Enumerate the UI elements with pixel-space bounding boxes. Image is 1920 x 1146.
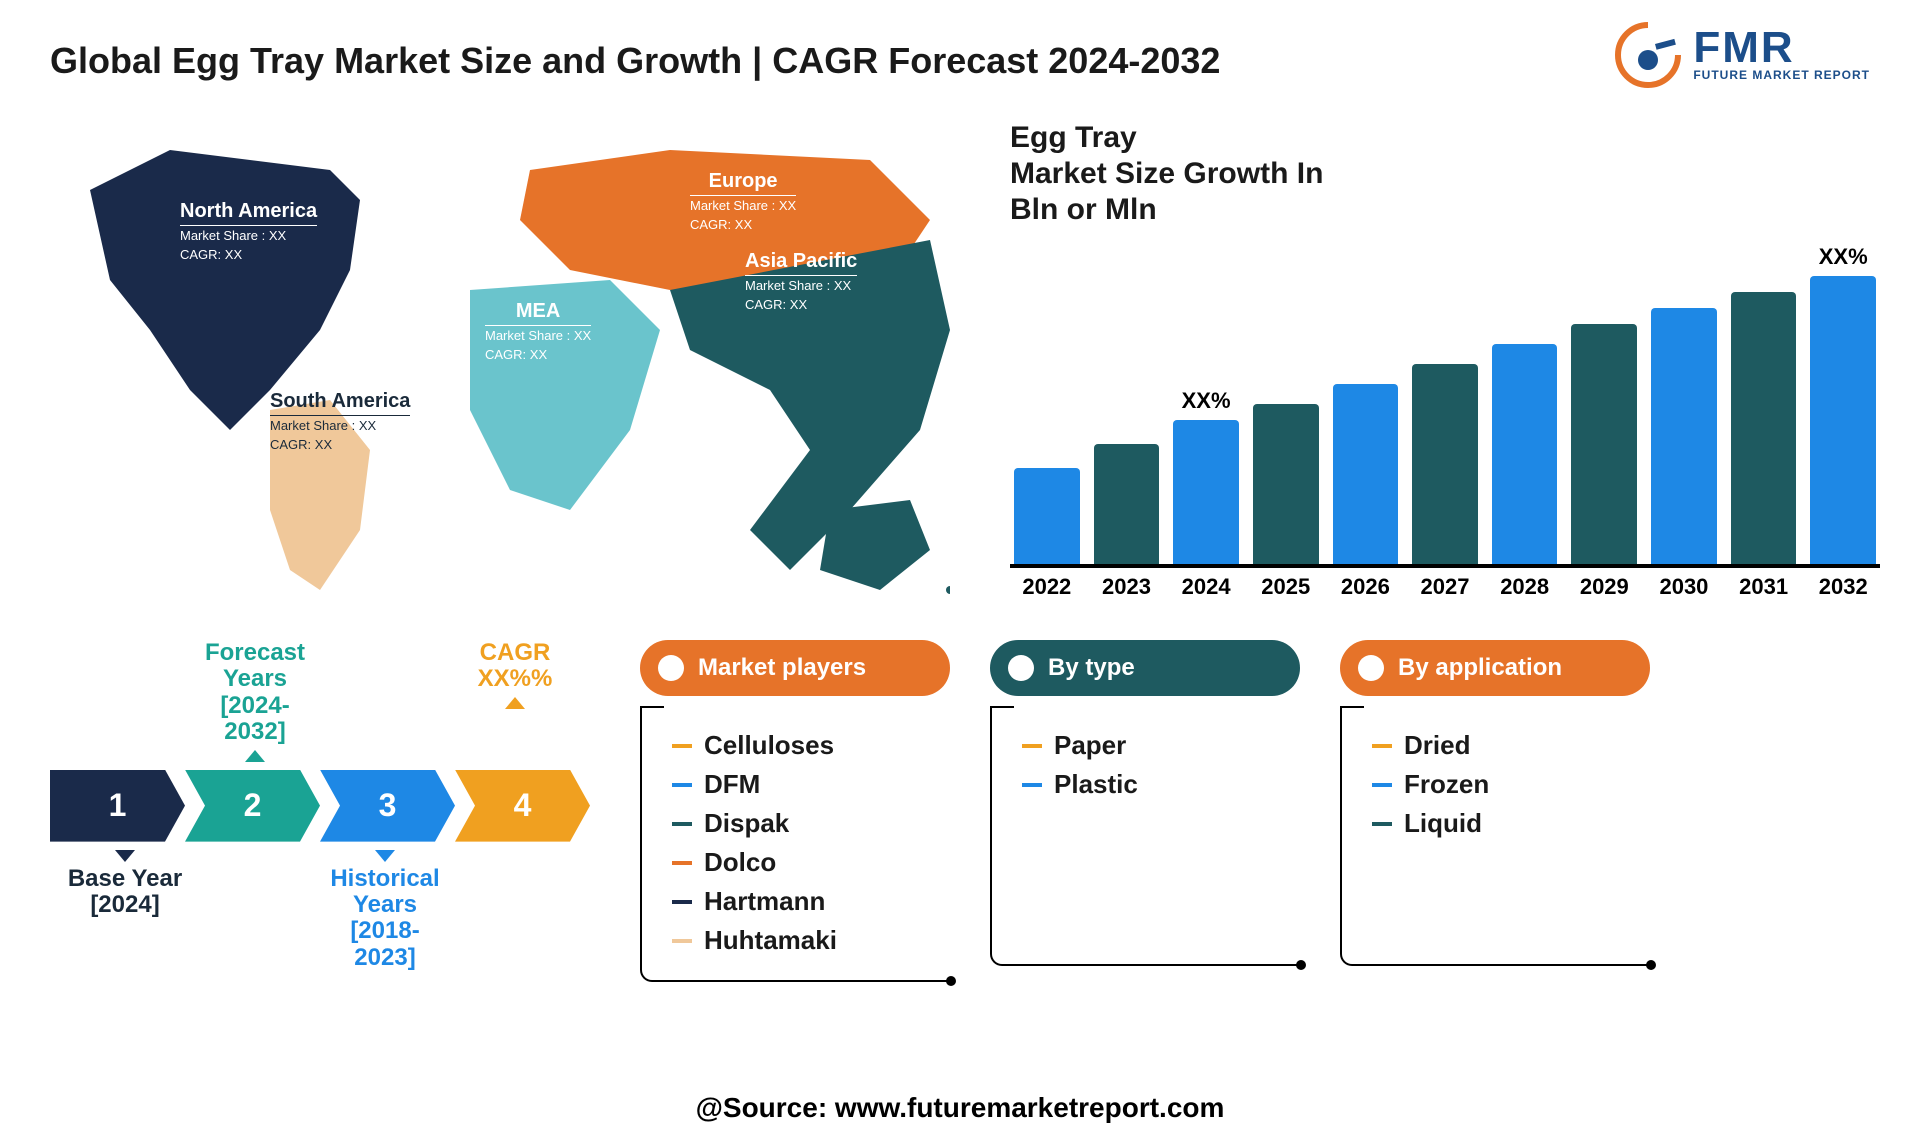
x-label-2029: 2029 [1571,574,1637,600]
list-item: Celluloses [672,726,950,765]
timeline-step-1: 1 [50,770,185,842]
source-footer: @Source: www.futuremarketreport.com [696,1092,1225,1124]
forecast-label: Forecast Years [2024-2032] [190,640,320,762]
category-market-players: Market players CellulosesDFMDispakDolcoHa… [640,640,950,982]
bullet-icon [1008,655,1034,681]
chart-title-line2: Market Size Growth In [1010,156,1880,192]
list-item: Frozen [1372,765,1650,804]
x-label-2023: 2023 [1094,574,1160,600]
region-label-south-america: South AmericaMarket Share : XXCAGR: XX [270,390,410,452]
bar-2029 [1571,324,1637,564]
logo-mark-icon [1613,20,1683,90]
region-label-europe: EuropeMarket Share : XXCAGR: XX [690,170,796,232]
list-item: Dispak [672,804,950,843]
bar-2022 [1014,468,1080,564]
timeline-step-2: 2 [185,770,320,842]
fmr-logo: FMR FUTURE MARKET REPORT [1613,20,1870,90]
bar-2027 [1412,364,1478,564]
bar-2023 [1094,444,1160,564]
list-item: Hartmann [672,882,950,921]
list-item: Huhtamaki [672,921,950,960]
historical-years-label: Historical Years [2018-2023] [320,850,450,972]
category-pill: By type [990,640,1300,696]
bar-2026 [1333,384,1399,564]
category-by-type: By type PaperPlastic [990,640,1300,982]
timeline-step-4: 4 [455,770,590,842]
x-label-2032: 2032 [1810,574,1876,600]
timeline-step-3: 3 [320,770,455,842]
bracket-icon: DriedFrozenLiquid [1340,706,1650,966]
list-item: Paper [1022,726,1300,765]
list-item: Dolco [672,843,950,882]
x-label-2028: 2028 [1492,574,1558,600]
timeline-steps: Forecast Years [2024-2032] CAGR XX%% 123… [50,640,590,971]
list-item: DFM [672,765,950,804]
chart-title-line1: Egg Tray [1010,120,1880,156]
base-year-label: Base Year [2024] [60,850,190,972]
region-australia [820,500,930,590]
bracket-icon: CellulosesDFMDispakDolcoHartmannHuhtamak… [640,706,950,982]
category-pill: Market players [640,640,950,696]
x-label-2024: 2024 [1173,574,1239,600]
category-pill: By application [1340,640,1650,696]
page-title: Global Egg Tray Market Size and Growth |… [50,40,1220,82]
chart-title-line3: Bln or Mln [1010,192,1880,228]
region-label-asia-pacific: Asia PacificMarket Share : XXCAGR: XX [745,250,857,312]
categories-row: Market players CellulosesDFMDispakDolcoHa… [640,640,1650,982]
bar-2025 [1253,404,1319,564]
bar-2024: XX% [1173,420,1239,564]
list-item: Dried [1372,726,1650,765]
x-label-2030: 2030 [1651,574,1717,600]
list-item: Liquid [1372,804,1650,843]
world-map: North AmericaMarket Share : XXCAGR: XX So… [50,130,950,610]
logo-text-main: FMR [1693,28,1870,68]
region-label-mea: MEAMarket Share : XXCAGR: XX [485,300,591,362]
market-size-bar-chart: Egg Tray Market Size Growth In Bln or Ml… [1010,120,1880,570]
region-label-north-america: North AmericaMarket Share : XXCAGR: XX [180,200,317,262]
x-label-2022: 2022 [1014,574,1080,600]
bar-2031 [1731,292,1797,564]
cagr-label: CAGR XX%% [450,640,580,762]
logo-text-sub: FUTURE MARKET REPORT [1693,68,1870,82]
chart-title: Egg Tray Market Size Growth In Bln or Ml… [1010,120,1880,228]
bullet-icon [1358,655,1384,681]
region-north-america [90,150,360,430]
category-by-application: By application DriedFrozenLiquid [1340,640,1650,982]
x-label-2025: 2025 [1253,574,1319,600]
x-label-2026: 2026 [1333,574,1399,600]
bullet-icon [658,655,684,681]
bar-2032: XX% [1810,276,1876,564]
x-label-2031: 2031 [1731,574,1797,600]
bracket-icon: PaperPlastic [990,706,1300,966]
list-item: Plastic [1022,765,1300,804]
bar-2030 [1651,308,1717,564]
bar-2028 [1492,344,1558,564]
x-label-2027: 2027 [1412,574,1478,600]
